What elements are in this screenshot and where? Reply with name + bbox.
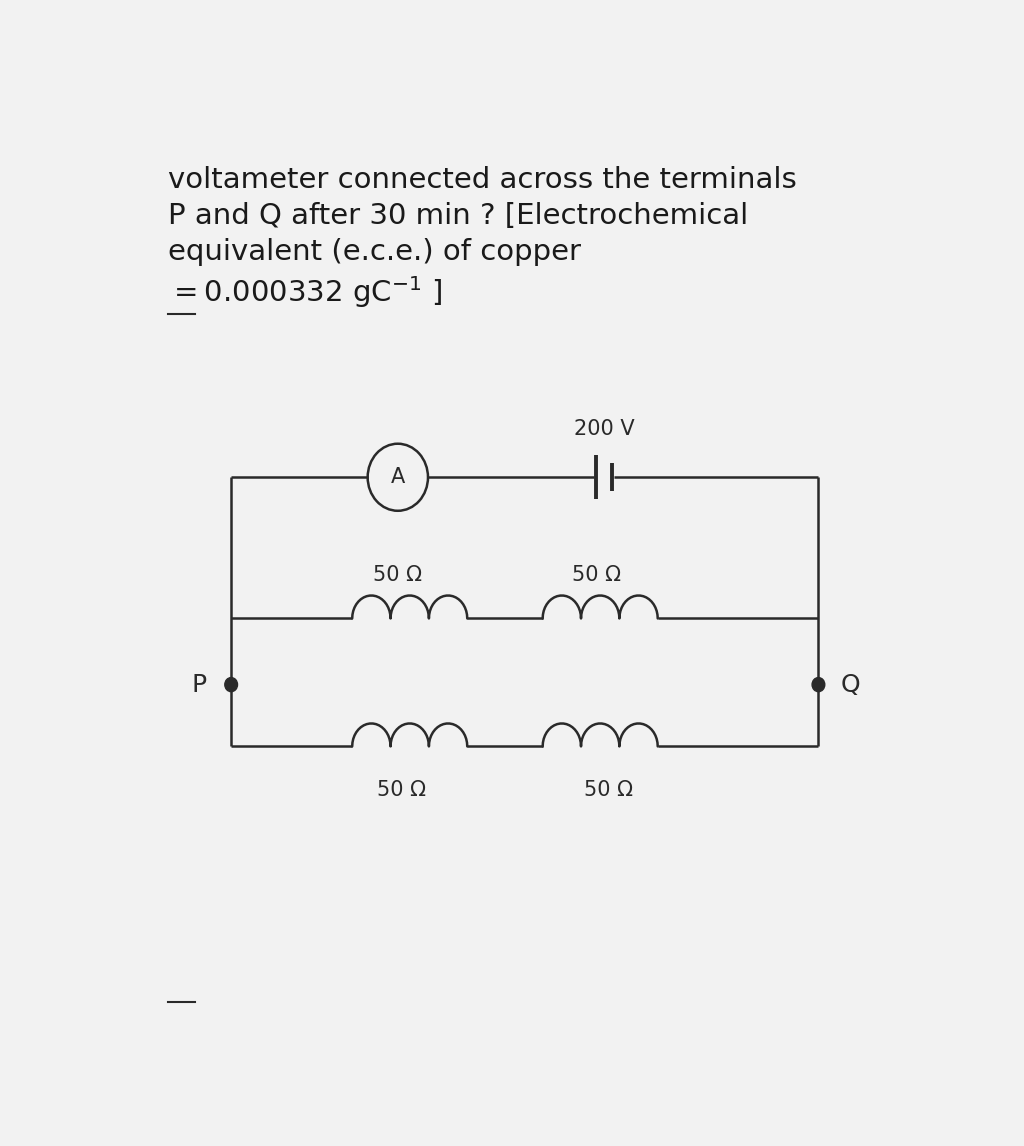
Text: equivalent (e.c.e.) of copper: equivalent (e.c.e.) of copper (168, 238, 581, 266)
Text: A: A (391, 468, 404, 487)
Text: 200 V: 200 V (573, 419, 635, 439)
Text: P: P (191, 673, 207, 697)
Text: $= 0.000332\ \mathrm{gC}^{-1}\ ]$: $= 0.000332\ \mathrm{gC}^{-1}\ ]$ (168, 274, 442, 311)
Text: Q: Q (841, 673, 860, 697)
Circle shape (225, 677, 238, 692)
Text: 50 Ω: 50 Ω (374, 565, 422, 584)
Text: voltameter connected across the terminals: voltameter connected across the terminal… (168, 166, 797, 194)
Text: P and Q after 30 min ? [Electrochemical: P and Q after 30 min ? [Electrochemical (168, 202, 748, 230)
Circle shape (812, 677, 824, 692)
Text: 50 Ω: 50 Ω (571, 565, 621, 584)
Text: 50 Ω: 50 Ω (584, 780, 633, 800)
Text: 50 Ω: 50 Ω (377, 780, 426, 800)
